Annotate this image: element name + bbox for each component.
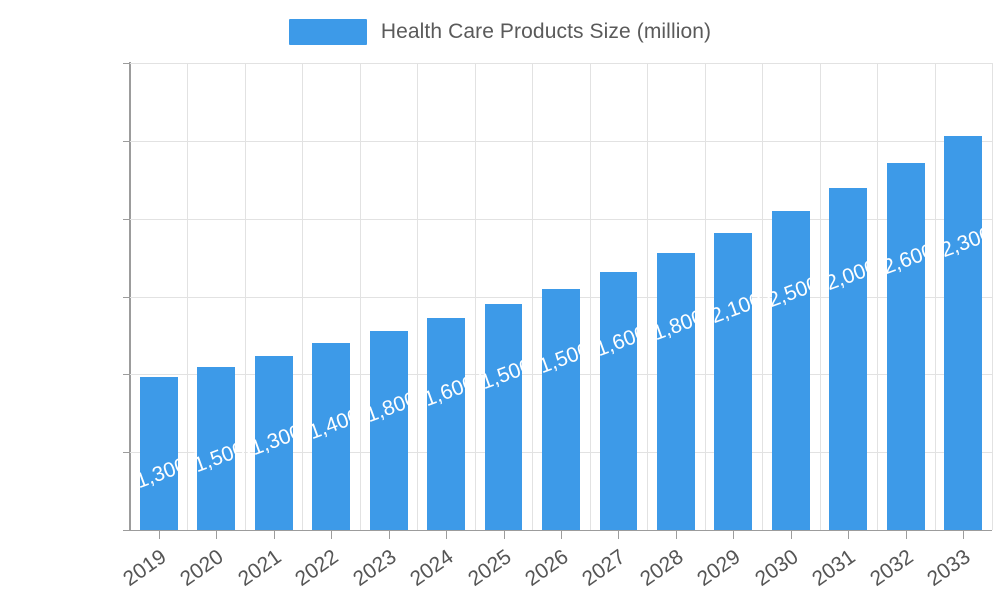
bar-2020[interactable] xyxy=(197,366,236,530)
bar-2025[interactable] xyxy=(484,304,523,530)
gridline-x xyxy=(647,63,649,530)
gridline-x xyxy=(244,63,246,530)
x-axis: 2019 2020 2021 2022 2023 2024 2025 2026 2027 2028… xyxy=(119,530,992,600)
bar-2019[interactable] xyxy=(139,377,178,530)
gridline-y xyxy=(130,63,992,64)
y-tick-mark xyxy=(123,530,130,531)
bar-2033[interactable] xyxy=(944,136,983,530)
gridline-y xyxy=(130,218,992,220)
y-tick-mark xyxy=(123,140,130,142)
gridline-x xyxy=(819,63,821,530)
gridline-x xyxy=(474,63,476,530)
y-tick-mark xyxy=(123,63,130,64)
legend-label-health-care-products[interactable]: Health Care Products Size (million) xyxy=(380,20,712,43)
x-tick-mark xyxy=(446,530,448,539)
gridline-y xyxy=(130,140,992,142)
gridline-x xyxy=(762,63,764,530)
gridline-x xyxy=(992,63,993,530)
x-tick-mark xyxy=(618,530,620,539)
x-tick-label-2028: 2028 xyxy=(636,545,688,591)
bar-2029[interactable] xyxy=(714,232,753,530)
y-axis: 0500000100000015000002000000250000030000… xyxy=(123,63,992,531)
y-tick-mark xyxy=(123,218,130,220)
x-tick-mark xyxy=(158,530,160,539)
x-tick-label-2031: 2031 xyxy=(808,545,860,591)
bar-group: 1,300,000 1,500,000 1,300,000 1,400,000 1,80… xyxy=(130,63,1000,530)
y-tick-mark xyxy=(123,296,130,298)
x-tick-mark xyxy=(733,530,735,539)
x-tick-label-2023: 2023 xyxy=(348,545,401,591)
gridline-x xyxy=(302,63,304,530)
gridline-x xyxy=(359,63,361,530)
y-tick-mark xyxy=(123,452,130,454)
gridline-x xyxy=(704,63,706,530)
x-tick-label-2029: 2029 xyxy=(693,545,745,591)
gridline-x xyxy=(877,63,879,530)
bar-2027[interactable] xyxy=(599,271,638,530)
x-tick-label-2033: 2033 xyxy=(923,545,975,591)
x-tick-label-2024: 2024 xyxy=(406,545,458,591)
x-tick-mark xyxy=(273,530,275,539)
gridline-x xyxy=(589,63,591,530)
gridline-x xyxy=(417,63,419,530)
gridline-x xyxy=(532,63,534,530)
x-tick-label-2021: 2021 xyxy=(233,545,286,591)
bar-2030[interactable] xyxy=(771,210,810,530)
bar-2032[interactable] xyxy=(886,162,925,530)
bar-2026[interactable] xyxy=(542,288,580,530)
x-tick-label-2019: 2019 xyxy=(118,545,171,591)
x-tick-mark xyxy=(963,530,965,539)
x-tick-mark xyxy=(790,530,792,539)
x-tick-label-2020: 2020 xyxy=(176,545,228,591)
bar-2021[interactable] xyxy=(254,355,293,530)
x-tick-mark xyxy=(503,530,505,539)
bar-2022[interactable] xyxy=(312,343,351,530)
chart-legend: Health Care Products Size (million) xyxy=(0,16,1000,48)
x-tick-mark xyxy=(848,530,850,539)
x-tick-label-2026: 2026 xyxy=(521,545,573,591)
gridline-x xyxy=(934,63,936,530)
bar-2028[interactable] xyxy=(656,252,695,530)
bar-2024[interactable] xyxy=(427,318,466,530)
x-tick-label-2022: 2022 xyxy=(291,545,343,591)
x-tick-mark xyxy=(561,530,562,539)
x-tick-label-2032: 2032 xyxy=(865,545,918,591)
y-tick-mark xyxy=(123,374,130,376)
x-tick-label-2030: 2030 xyxy=(750,545,803,591)
x-tick-mark xyxy=(905,530,907,539)
x-tick-label-2027: 2027 xyxy=(578,545,631,591)
x-tick-mark xyxy=(331,530,333,539)
gridline-x xyxy=(187,63,189,530)
x-tick-mark xyxy=(216,530,218,539)
bar-2023[interactable] xyxy=(369,330,408,530)
bar-2031[interactable] xyxy=(829,187,868,530)
x-tick-mark xyxy=(675,530,677,539)
legend-swatch-health-care-products[interactable] xyxy=(288,19,367,45)
x-tick-label-2025: 2025 xyxy=(463,545,516,591)
x-tick-mark xyxy=(388,530,390,539)
